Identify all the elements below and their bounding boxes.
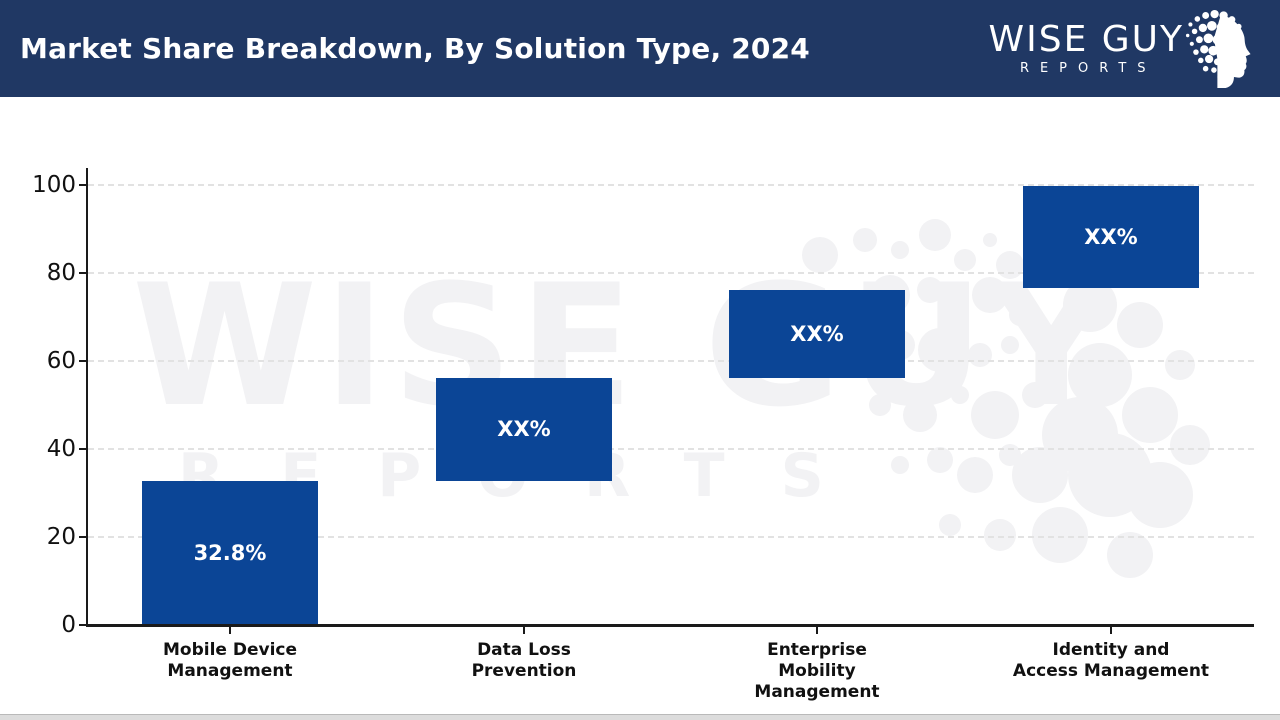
x-category-label: Data Loss Prevention: [471, 640, 577, 681]
bar: XX%: [1023, 186, 1199, 289]
y-tick-mark: [79, 272, 88, 274]
footer-strip: [0, 714, 1280, 720]
logo-head-icon: [1185, 9, 1251, 88]
x-tick-mark: [1110, 626, 1112, 634]
x-category-label: Mobile Device Management: [162, 640, 298, 681]
y-tick-label: 100: [32, 172, 76, 198]
y-axis-line: [86, 168, 88, 627]
y-tick-label: 60: [46, 348, 76, 374]
y-tick-label: 20: [46, 524, 76, 550]
x-category-label: Enterprise Mobility Management: [754, 640, 880, 702]
page-title: Market Share Breakdown, By Solution Type…: [20, 32, 810, 65]
y-tick-label: 40: [46, 436, 76, 462]
gridline-20: [88, 536, 1254, 538]
gridline-80: [88, 272, 1254, 274]
gridline-40: [88, 448, 1254, 450]
bar: 32.8%: [142, 480, 318, 625]
logo-subtitle: REPORTS: [1019, 60, 1157, 76]
bar-value-label: XX%: [790, 321, 844, 346]
y-tick-label: 0: [61, 612, 76, 638]
y-tick-mark: [79, 184, 88, 186]
x-tick-mark: [816, 626, 818, 634]
x-tick-mark: [229, 626, 231, 634]
wise-guy-reports-logo: WISE GUY REPORTS: [989, 7, 1255, 91]
y-tick-mark: [79, 448, 88, 450]
x-category-label: Identity and Access Management: [1012, 640, 1210, 681]
bar-value-label: 32.8%: [193, 540, 267, 565]
y-tick-mark: [79, 536, 88, 538]
y-tick-label: 80: [46, 260, 76, 286]
logo-wordmark: WISE GUY: [988, 18, 1184, 60]
header-bar: Market Share Breakdown, By Solution Type…: [0, 0, 1280, 97]
bar-value-label: XX%: [497, 417, 551, 442]
y-tick-mark: [79, 624, 88, 626]
bar-value-label: XX%: [1084, 225, 1138, 250]
gridline-100: [88, 184, 1254, 186]
gridline-60: [88, 360, 1254, 362]
x-tick-mark: [523, 626, 525, 634]
logo-text: WISE GUY REPORTS: [988, 18, 1185, 76]
bar: XX%: [729, 289, 905, 378]
y-tick-mark: [79, 360, 88, 362]
x-axis-line: [86, 624, 1254, 627]
bar: XX%: [436, 378, 612, 481]
